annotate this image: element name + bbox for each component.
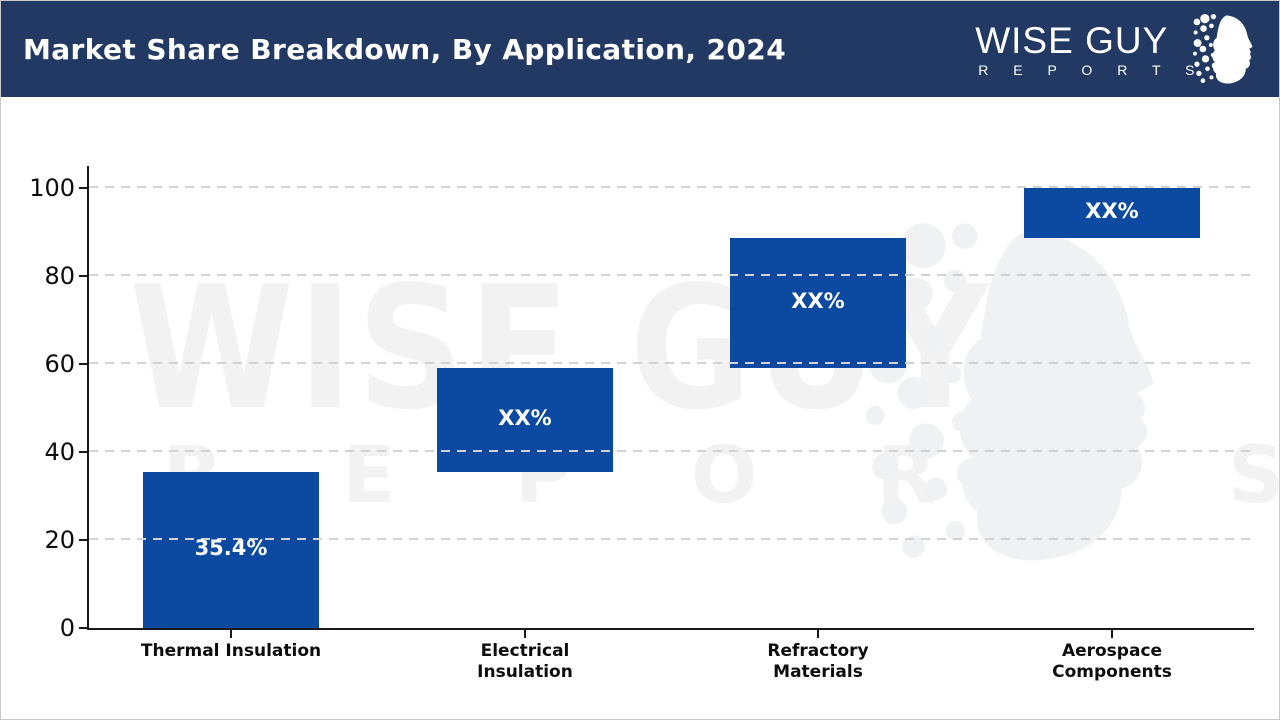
bar-value-label-aerospace-components: XX% (1085, 199, 1139, 224)
gridline-40 (89, 450, 1254, 452)
page-title: Market Share Breakdown, By Application, … (23, 32, 787, 66)
logo-tagline: R E P O R T S (978, 61, 1205, 78)
y-tick-40 (79, 451, 87, 453)
bar-thermal-insulation (143, 472, 319, 628)
y-tick-label-80: 80 (44, 262, 75, 290)
y-tick-60 (79, 363, 87, 365)
bar-value-label-electrical-insulation: XX% (498, 406, 552, 431)
gridline-20 (89, 538, 1254, 540)
y-tick-0 (79, 627, 87, 629)
category-label-thermal-insulation: Thermal Insulation (140, 641, 322, 661)
y-tick-100 (79, 187, 87, 189)
gridline-100 (89, 186, 1254, 188)
y-tick-label-20: 20 (44, 526, 75, 554)
bar-electrical-insulation (437, 368, 613, 473)
logo-head-icon (1192, 14, 1253, 84)
x-axis (87, 628, 1254, 630)
category-label-aerospace-components: Aerospace Components (1052, 641, 1172, 682)
x-tick-electrical-insulation (524, 630, 526, 638)
gridline-80 (89, 274, 1254, 276)
category-label-refractory-materials: Refractory Materials (767, 641, 869, 682)
bar-value-label-thermal-insulation: 35.4% (194, 536, 268, 561)
watermark-head-icon (865, 223, 1154, 561)
y-tick-label-100: 100 (29, 174, 75, 202)
x-tick-aerospace-components (1111, 630, 1113, 638)
y-tick-20 (79, 539, 87, 541)
header-bar: Market Share Breakdown, By Application, … (1, 1, 1279, 97)
wiseguy-logo: WISE GUY R E P O R T S (975, 12, 1257, 86)
logo-name: WISE GUY (975, 19, 1169, 61)
y-tick-label-60: 60 (44, 350, 75, 378)
category-label-electrical-insulation: Electrical Insulation (477, 641, 573, 682)
y-tick-label-0: 0 (59, 614, 75, 642)
x-tick-refractory-materials (817, 630, 819, 638)
bar-refractory-materials (730, 238, 906, 369)
bar-aerospace-components (1024, 188, 1200, 239)
y-tick-label-40: 40 (44, 438, 75, 466)
y-axis (87, 166, 89, 630)
y-tick-80 (79, 275, 87, 277)
gridline-60 (89, 362, 1254, 364)
x-tick-thermal-insulation (230, 630, 232, 638)
bar-value-label-refractory-materials: XX% (791, 289, 845, 314)
